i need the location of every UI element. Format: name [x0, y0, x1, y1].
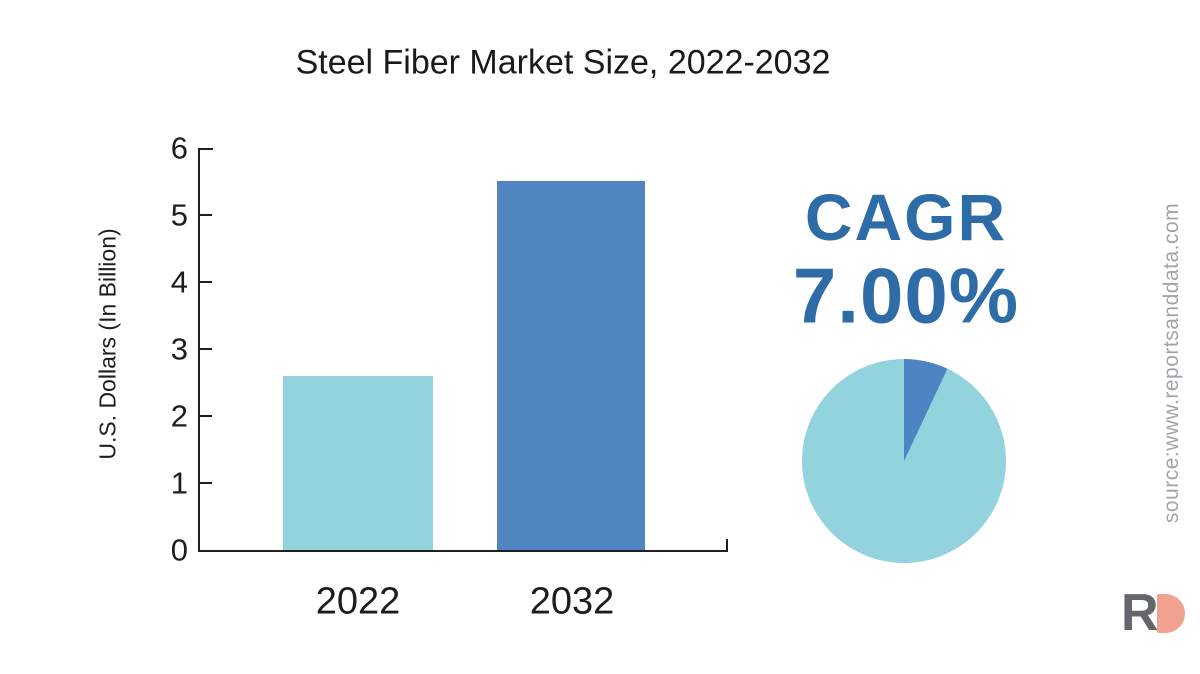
y-tick-label: 1	[170, 465, 188, 501]
y-tick-label: 0	[170, 532, 188, 568]
x-tick-label-2032: 2032	[529, 580, 615, 623]
x-axis-line	[198, 550, 728, 552]
source-attribution: source:www.reportsanddata.com	[1160, 202, 1183, 524]
chart-title: Steel Fiber Market Size, 2022-2032	[295, 43, 831, 82]
y-tick-label: 6	[170, 130, 188, 166]
logo-d-shape-icon	[1157, 594, 1185, 633]
y-tick-label: 2	[170, 398, 188, 434]
y-axis-end-tick	[200, 148, 213, 150]
y-tick-mark	[200, 482, 212, 484]
y-axis-line	[198, 148, 200, 552]
y-axis-label: U.S. Dollars (In Billion)	[94, 228, 121, 460]
reports-and-data-logo: R	[1121, 584, 1191, 642]
logo-letter-r: R	[1121, 584, 1159, 642]
y-tick-label: 5	[170, 197, 188, 233]
y-tick-mark	[200, 214, 212, 216]
x-axis-end-tick	[726, 539, 728, 552]
bar-chart-plot-area	[198, 148, 728, 552]
bar-2022	[283, 376, 433, 550]
cagr-label: CAGR	[804, 180, 1008, 254]
x-tick-label-2022: 2022	[315, 580, 401, 623]
y-tick-mark	[200, 415, 212, 417]
y-tick-mark	[200, 281, 212, 283]
pie-chart	[802, 359, 1006, 563]
cagr-value: 7.00%	[792, 251, 1020, 340]
bar-2032	[497, 181, 645, 550]
y-tick-label: 3	[170, 331, 188, 367]
y-tick-mark	[200, 348, 212, 350]
y-tick-label: 4	[170, 264, 188, 300]
